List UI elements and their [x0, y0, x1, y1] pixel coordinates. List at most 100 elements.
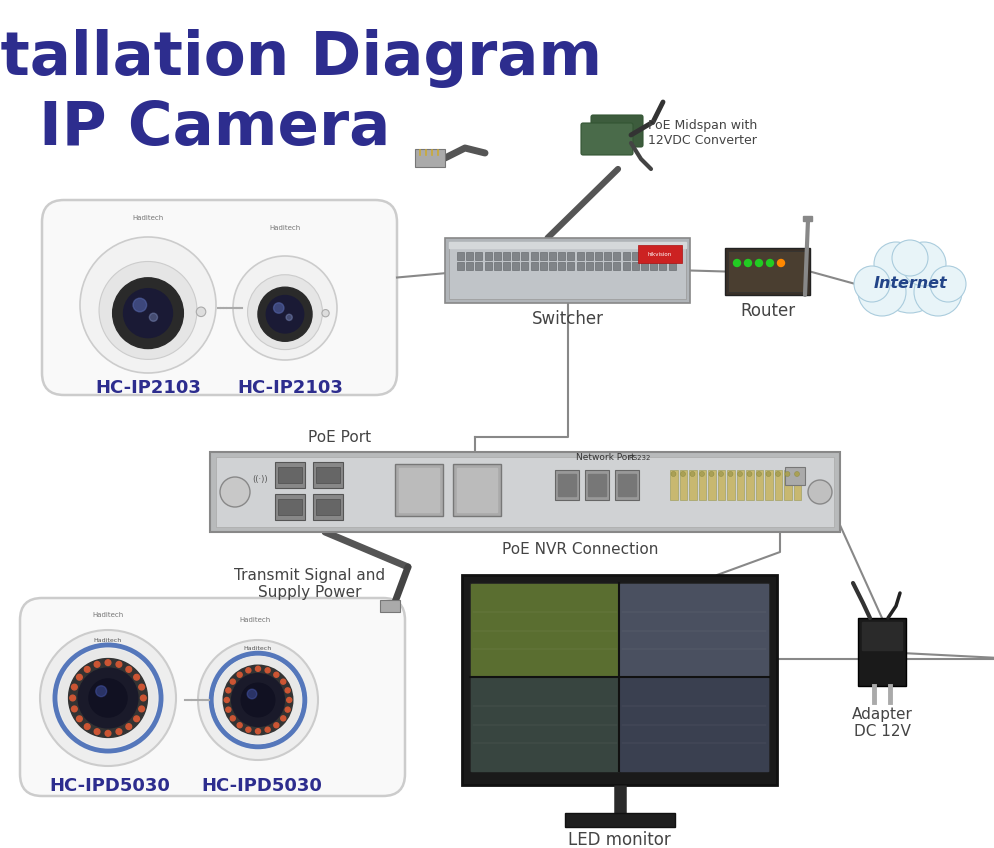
Bar [278, 467, 302, 483]
Circle shape [69, 659, 147, 738]
Bar [638, 245, 682, 263]
Text: Haditech: Haditech [240, 617, 270, 623]
Circle shape [738, 471, 743, 477]
Bar [522, 252, 529, 260]
Bar [641, 262, 648, 270]
Bar [316, 499, 340, 515]
Bar [708, 470, 716, 500]
Bar [210, 452, 840, 532]
Circle shape [734, 259, 741, 266]
Circle shape [88, 679, 127, 717]
Bar [415, 149, 445, 167]
Bar [475, 252, 482, 260]
Bar [531, 252, 538, 260]
Bar [568, 252, 575, 260]
Circle shape [902, 242, 946, 286]
Bar [503, 262, 510, 270]
Circle shape [196, 307, 206, 316]
Text: PoE Port: PoE Port [308, 431, 372, 445]
Bar [466, 252, 473, 260]
Circle shape [285, 707, 290, 712]
Circle shape [70, 695, 76, 700]
Circle shape [248, 689, 256, 699]
Circle shape [105, 660, 111, 666]
Bar [466, 262, 473, 270]
Bar [577, 252, 583, 260]
Circle shape [72, 684, 78, 690]
Bar [457, 468, 497, 512]
Bar [512, 252, 519, 260]
Circle shape [265, 727, 270, 732]
Circle shape [775, 471, 780, 477]
Bar [471, 678, 619, 771]
Bar [568, 262, 575, 270]
Bar [595, 252, 602, 260]
Circle shape [231, 716, 236, 721]
Circle shape [238, 722, 243, 728]
Circle shape [112, 278, 183, 349]
Circle shape [139, 706, 144, 711]
Circle shape [690, 471, 695, 477]
Bar [670, 470, 678, 500]
Circle shape [248, 275, 322, 349]
Bar [699, 470, 706, 500]
FancyBboxPatch shape [591, 115, 643, 147]
Text: ((·)): ((·)) [252, 475, 267, 484]
Circle shape [79, 668, 138, 728]
Bar [765, 470, 772, 500]
Circle shape [225, 697, 230, 702]
Bar [549, 262, 556, 270]
Bar [445, 238, 690, 303]
Circle shape [766, 259, 773, 266]
Bar [313, 462, 343, 488]
Bar [727, 470, 735, 500]
Bar [275, 494, 305, 520]
Text: Haditech: Haditech [132, 215, 164, 221]
Bar [650, 252, 657, 260]
Circle shape [930, 266, 966, 302]
Text: HC-IPD5030: HC-IPD5030 [50, 777, 170, 795]
Circle shape [126, 723, 131, 729]
Text: hikvision: hikvision [648, 252, 672, 256]
Bar [858, 618, 906, 686]
Text: IP Camera: IP Camera [40, 98, 391, 158]
Text: Network Port: Network Port [576, 453, 634, 462]
Bar [449, 242, 686, 248]
Circle shape [777, 259, 784, 266]
Bar [785, 467, 805, 485]
Circle shape [246, 727, 250, 732]
Circle shape [286, 315, 292, 321]
Bar [746, 470, 753, 500]
Circle shape [220, 477, 250, 507]
Bar [588, 474, 606, 496]
Bar [475, 262, 482, 270]
Circle shape [322, 310, 329, 317]
Bar [803, 216, 812, 221]
Bar [620, 584, 768, 677]
Bar [457, 252, 464, 260]
Circle shape [747, 471, 752, 477]
Circle shape [242, 683, 274, 717]
Circle shape [766, 471, 771, 477]
Circle shape [892, 240, 928, 276]
Circle shape [280, 716, 285, 721]
Bar [522, 262, 529, 270]
Text: Haditech: Haditech [92, 612, 123, 618]
Bar [216, 457, 834, 527]
Bar [632, 262, 639, 270]
Bar [862, 622, 902, 650]
FancyBboxPatch shape [581, 123, 633, 155]
Bar [585, 252, 592, 260]
Bar [512, 262, 519, 270]
Bar [558, 474, 576, 496]
Circle shape [77, 674, 83, 680]
Bar [549, 252, 556, 260]
Circle shape [258, 287, 312, 341]
Circle shape [226, 707, 231, 712]
Bar [604, 262, 611, 270]
Circle shape [794, 471, 799, 477]
Bar [632, 252, 639, 260]
Bar [650, 262, 657, 270]
Bar [615, 470, 639, 500]
Bar [613, 262, 620, 270]
